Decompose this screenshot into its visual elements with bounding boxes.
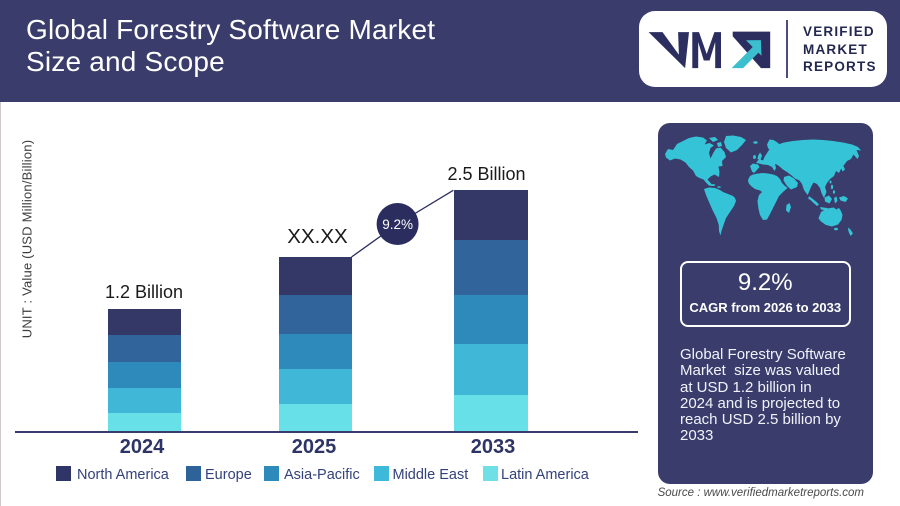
svg-text:9.2%: 9.2% <box>382 217 413 232</box>
